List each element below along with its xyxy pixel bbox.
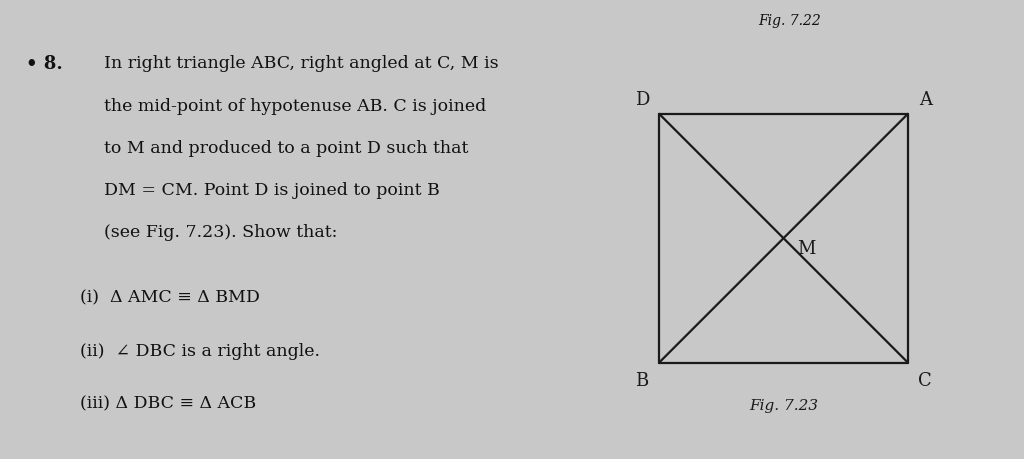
Text: • 8.: • 8. bbox=[27, 55, 63, 73]
Text: DM = CM. Point D is joined to point B: DM = CM. Point D is joined to point B bbox=[103, 182, 439, 199]
Text: the mid-point of hypotenuse AB. C is joined: the mid-point of hypotenuse AB. C is joi… bbox=[103, 97, 485, 114]
Text: (ii)  ∠ DBC is a right angle.: (ii) ∠ DBC is a right angle. bbox=[80, 342, 319, 359]
Text: to M and produced to a point D such that: to M and produced to a point D such that bbox=[103, 140, 468, 157]
Text: (see Fig. 7.23). Show that:: (see Fig. 7.23). Show that: bbox=[103, 224, 337, 241]
Text: C: C bbox=[919, 371, 932, 389]
Text: D: D bbox=[635, 91, 649, 109]
Text: Fig. 7.22: Fig. 7.22 bbox=[758, 14, 820, 28]
Text: (iii) Δ DBC ≡ Δ ACB: (iii) Δ DBC ≡ Δ ACB bbox=[80, 395, 256, 412]
Text: (i)  Δ AMC ≡ Δ BMD: (i) Δ AMC ≡ Δ BMD bbox=[80, 289, 260, 306]
Text: B: B bbox=[635, 371, 648, 389]
Text: A: A bbox=[919, 91, 932, 109]
Text: Fig. 7.23: Fig. 7.23 bbox=[749, 398, 818, 412]
Text: In right triangle ABC, right angled at C, M is: In right triangle ABC, right angled at C… bbox=[103, 55, 499, 72]
Text: M: M bbox=[797, 240, 815, 257]
